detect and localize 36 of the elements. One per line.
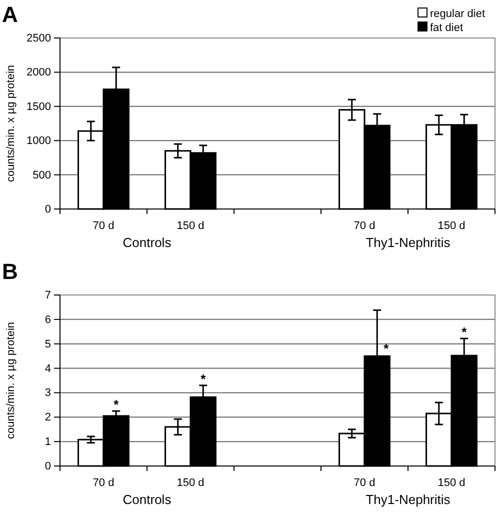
y-tick-label: 3 [44, 387, 51, 400]
y-tick-label: 1 [44, 436, 51, 448]
y-tick-label: 2 [44, 412, 51, 424]
y-tick-label: 1000 [26, 135, 51, 148]
y-tick-label: 5 [44, 338, 51, 350]
data-label: * [384, 341, 390, 356]
chart-title: B [2, 259, 18, 284]
y-tick-label: 4 [44, 362, 51, 375]
y-tick-label: 6 [44, 314, 51, 326]
text: Thy1-Nephritis [366, 235, 451, 250]
chart-title: A [2, 2, 18, 27]
data-label: * [200, 371, 207, 386]
y-tick-label: 2000 [26, 66, 51, 79]
x-tick-label: 70 d [92, 477, 114, 489]
x-tick-label: 150 d [438, 477, 466, 489]
y-tick-label: 0 [44, 204, 51, 216]
text: Thy1-Nephritis [366, 492, 451, 507]
x-tick-label: 70 d [354, 220, 376, 232]
y-tick-label: 1500 [26, 100, 51, 113]
data-label: * [114, 397, 120, 412]
x-tick-label: 70 d [92, 220, 114, 232]
x-tick-label: 150 d [438, 220, 466, 232]
data-label: * [462, 324, 468, 340]
y-tick-label: 2500 [26, 32, 51, 45]
x-tick-label: 70 d [354, 477, 376, 489]
y-tick-label: 7 [44, 290, 51, 302]
legend-label: regular diet [430, 8, 486, 20]
x-tick-label: 150 d [176, 477, 204, 489]
y-axis-title: counts/min. x µg protein [5, 64, 17, 182]
y-tick-label: 500 [32, 169, 51, 182]
text: Controls [122, 235, 172, 250]
y-axis-title: counts/min. x µg protein [5, 322, 17, 440]
y-tick-label: 0 [44, 460, 51, 473]
legend-label: fat diet [430, 22, 464, 34]
x-tick-label: 150 d [176, 220, 204, 232]
text: Controls [122, 492, 172, 507]
